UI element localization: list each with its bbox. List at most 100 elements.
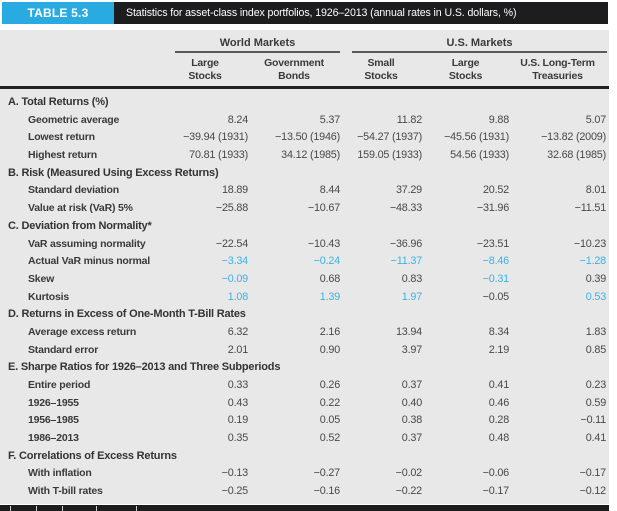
section-title: D. Returns in Excess of One-Month T-Bill…: [8, 308, 246, 321]
column-header-line2: Stocks: [188, 69, 222, 82]
column-headers-row: Large Stocks Government Bonds Small Stocks Lar…: [0, 57, 609, 82]
value-cell: 5.37: [319, 113, 340, 126]
table-rows: A. Total Returns (%) Geometric average 8.2…: [0, 94, 609, 501]
table-row: Value at risk (VaR) 5% −25.88 −10.67 −48.33…: [0, 200, 609, 218]
divider: [62, 506, 63, 511]
table-row: Lowest return −39.94 (1931) −13.50 (1946) −…: [0, 129, 609, 147]
value-cell: −23.51: [476, 237, 509, 250]
value-cell: 8.24: [227, 113, 248, 126]
table-row: With inflation −0.13 −0.27 −0.02 −0.06 −0.17: [0, 465, 609, 483]
value-cell: 70.81 (1933): [189, 149, 248, 162]
table-row: 1926–1955 0.43 0.22 0.40 0.46 0.59: [0, 395, 609, 413]
row-label: Skew: [28, 272, 55, 285]
value-cell: −0.31: [482, 272, 510, 285]
value-cell: 0.26: [319, 379, 340, 391]
value-cell: 20.52: [482, 184, 509, 197]
row-label: Average excess return: [28, 325, 137, 338]
table-row: Standard deviation 18.89 8.44 37.29 20.52 8.0…: [0, 182, 609, 200]
value-cell: 0.43: [227, 396, 248, 409]
value-cell: −0.06: [482, 467, 510, 480]
value-cell: 37.29: [395, 184, 422, 197]
row-label: Highest return: [28, 149, 97, 162]
value-cell: −54.27 (1937): [357, 131, 422, 144]
section-title: E. Sharpe Ratios for 1926–2013 and Three…: [8, 361, 281, 374]
divider: [136, 506, 137, 511]
value-cell: −11.37: [390, 255, 423, 268]
value-cell: −13.50 (1946): [275, 131, 340, 144]
value-cell: 0.19: [227, 414, 248, 427]
value-cell: 18.89: [221, 184, 248, 197]
row-label: With T-bill rates: [28, 485, 103, 498]
value-cell: 32.68 (1985): [547, 149, 606, 162]
value-cell: 0.83: [401, 272, 422, 285]
column-header-line2: Bonds: [278, 69, 310, 82]
statistics-table: World Markets U.S. Markets Large Stocks Gov…: [0, 30, 609, 504]
divider: [36, 506, 37, 511]
table-row: Standard error 2.01 0.90 3.97 2.19 0.85: [0, 342, 609, 360]
value-cell: 0.37: [401, 379, 422, 391]
value-cell: 5.07: [585, 113, 606, 126]
table-caption: Statistics for asset-class index portfol…: [126, 7, 517, 19]
value-cell: 3.97: [401, 343, 422, 356]
section-title: F. Correlations of Excess Returns: [8, 449, 177, 462]
column-header: Large Stocks: [422, 57, 509, 82]
row-label: Standard deviation: [28, 184, 119, 197]
value-cell: −39.94 (1931): [183, 131, 248, 144]
value-cell: 0.52: [319, 432, 340, 445]
divider: [10, 506, 11, 511]
section-title: A. Total Returns (%): [8, 96, 109, 108]
table-row: Geometric average 8.24 5.37 11.82 9.88 5.07: [0, 112, 609, 130]
column-header-line1: Large: [191, 57, 219, 69]
column-groups-row: World Markets U.S. Markets: [0, 37, 609, 53]
table-title-bar: TABLE 5.3 Statistics for asset-class ind…: [2, 2, 608, 24]
value-cell: 0.41: [585, 432, 606, 445]
value-cell: 0.37: [401, 432, 422, 445]
value-cell: −48.33: [389, 202, 422, 215]
value-cell: −36.96: [389, 237, 422, 250]
column-header: Small Stocks: [340, 57, 422, 82]
table-row: Skew −0.09 0.68 0.83 −0.31 0.39: [0, 271, 609, 289]
value-cell: 34.12 (1985): [281, 149, 340, 162]
value-cell: −0.22: [395, 485, 423, 498]
spacer-cell: [0, 57, 162, 82]
table-row: Highest return 70.81 (1933) 34.12 (1985) 15…: [0, 147, 609, 165]
row-label: Entire period: [28, 379, 91, 391]
value-cell: −10.43: [307, 237, 340, 250]
value-cell: −0.16: [313, 485, 341, 498]
value-cell: −1.28: [579, 255, 607, 268]
value-cell: 1.08: [227, 290, 248, 303]
value-cell: 0.35: [227, 432, 248, 445]
table-row: Kurtosis 1.08 1.39 1.97 −0.05 0.53: [0, 289, 609, 307]
row-label: Actual VaR minus normal: [28, 255, 151, 268]
value-cell: 8.01: [585, 184, 606, 197]
value-cell: 0.46: [488, 396, 509, 409]
row-label: Standard error: [28, 343, 99, 356]
value-cell: 8.34: [488, 325, 509, 338]
column-group-label: U.S. Markets: [352, 37, 607, 53]
row-label: With inflation: [28, 467, 92, 480]
divider: [96, 506, 97, 511]
value-cell: 2.01: [227, 343, 248, 356]
value-cell: −0.24: [313, 255, 341, 268]
value-cell: 2.16: [319, 325, 340, 338]
column-header-line1: Small: [367, 57, 395, 69]
column-group-label: World Markets: [175, 37, 340, 53]
value-cell: 0.90: [319, 343, 340, 356]
value-cell: −0.12: [579, 485, 607, 498]
value-cell: −0.17: [579, 467, 607, 480]
value-cell: −45.56 (1931): [444, 131, 509, 144]
value-cell: −13.82 (2009): [541, 131, 606, 144]
value-cell: 0.85: [585, 343, 606, 356]
value-cell: 8.44: [319, 184, 340, 197]
value-cell: −3.34: [221, 255, 249, 268]
value-cell: 0.53: [585, 290, 606, 303]
row-label: Kurtosis: [28, 290, 69, 303]
column-header: Large Stocks: [162, 57, 248, 82]
value-cell: 0.40: [401, 396, 422, 409]
value-cell: 13.94: [395, 325, 422, 338]
value-cell: −11.51: [574, 202, 607, 215]
value-cell: 0.23: [585, 379, 606, 391]
table-row: Entire period 0.33 0.26 0.37 0.41 0.23: [0, 377, 609, 395]
value-cell: 9.88: [488, 113, 509, 126]
row-label: 1926–1955: [28, 396, 79, 409]
